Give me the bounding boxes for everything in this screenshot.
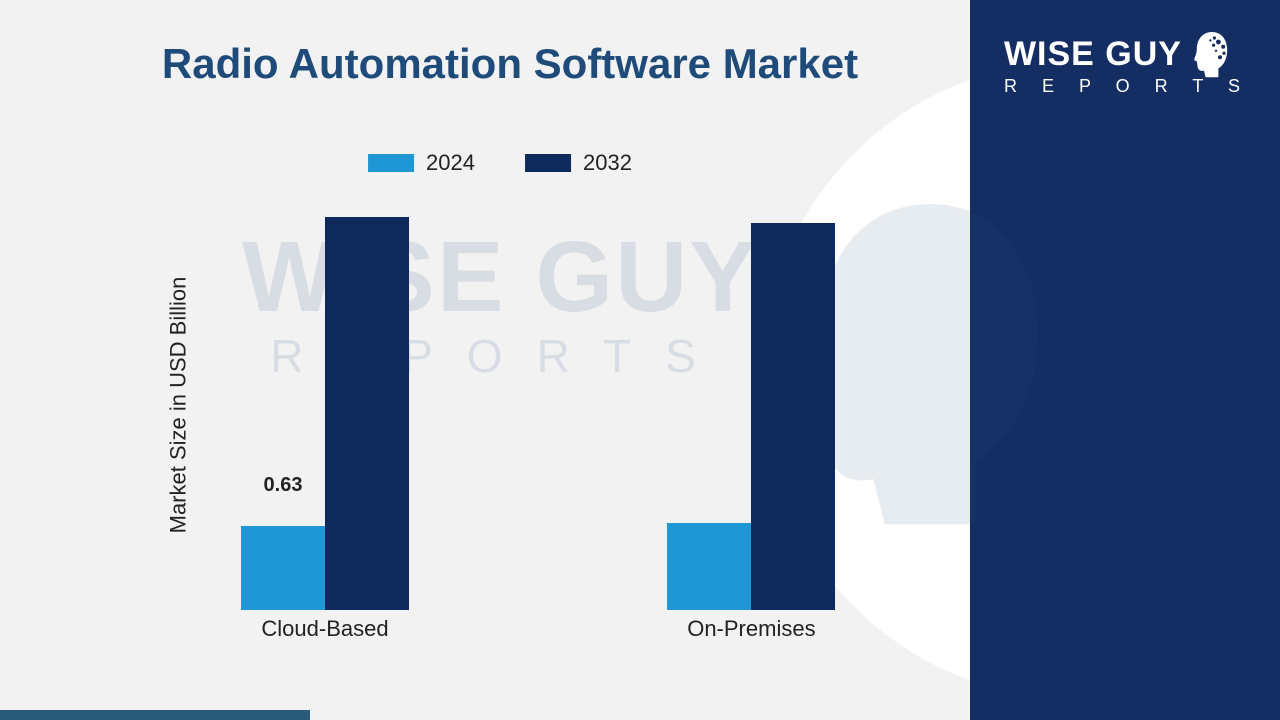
bar (325, 217, 409, 610)
brand-line1: WISE GUY (1004, 30, 1250, 78)
brand-logo: WISE GUY R E P O R T S (1004, 30, 1250, 97)
bar (667, 523, 751, 610)
bar-group (241, 217, 409, 610)
bottom-accent-bar (0, 710, 310, 720)
chart-legend: 2024 2032 (368, 150, 632, 176)
legend-swatch-2032 (525, 154, 571, 172)
category-label: On-Premises (687, 616, 815, 642)
chart-area: Market Size in USD Billion 2024 2032 0.6… (60, 150, 940, 660)
brand-line2: R E P O R T S (1004, 76, 1250, 97)
legend-swatch-2024 (368, 154, 414, 172)
chart-title: Radio Automation Software Market (120, 40, 900, 88)
bar-group (667, 223, 835, 610)
page-root: WISE GUY REPORTS Radio Automation Softwa… (0, 0, 1280, 720)
bar (751, 223, 835, 610)
legend-item-2024: 2024 (368, 150, 475, 176)
category-label: Cloud-Based (261, 616, 388, 642)
bar (241, 526, 325, 610)
legend-label-2032: 2032 (583, 150, 632, 176)
brand-text-1: WISE GUY (1004, 35, 1182, 74)
legend-label-2024: 2024 (426, 150, 475, 176)
brand-head-icon (1188, 30, 1236, 78)
legend-item-2032: 2032 (525, 150, 632, 176)
chart-plot: 0.63Cloud-BasedOn-Premises (120, 210, 940, 610)
